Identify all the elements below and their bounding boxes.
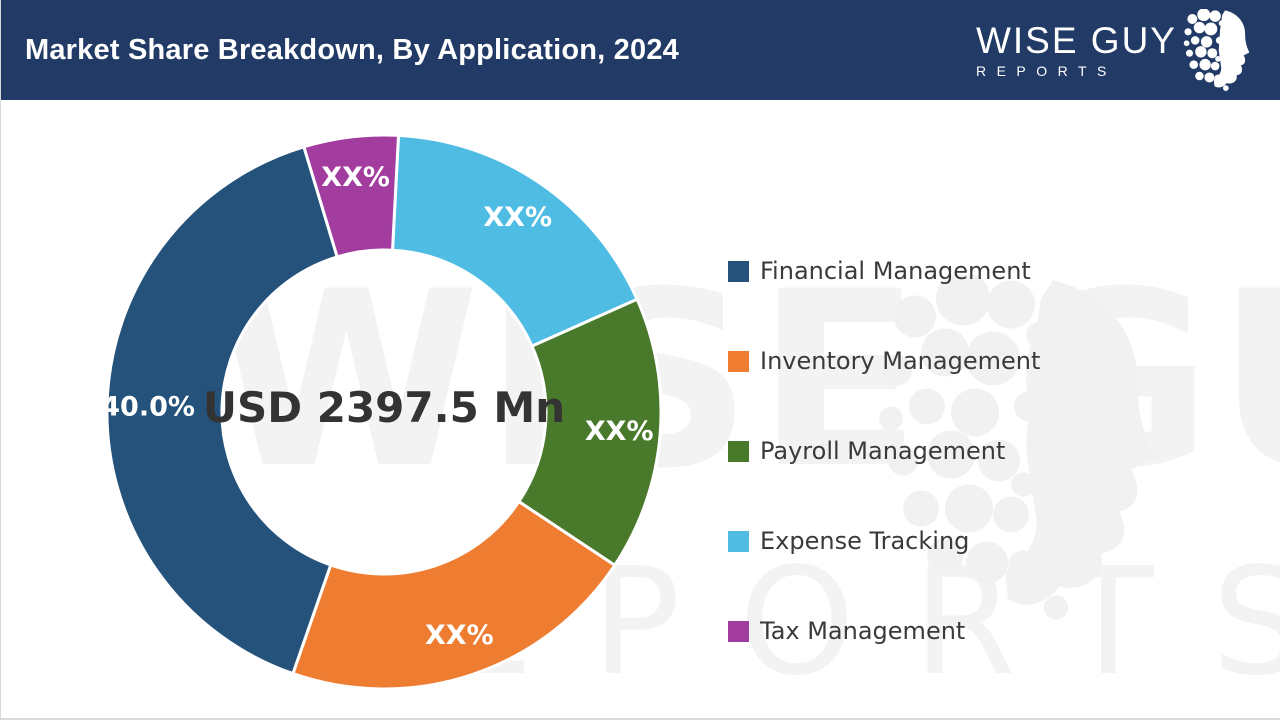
header-bar: Market Share Breakdown, By Application, … xyxy=(1,0,1280,100)
segment-label-tax-management: XX% xyxy=(321,162,390,193)
chart-legend: Financial Management Inventory Management… xyxy=(728,257,1040,707)
legend-item-tax-management: Tax Management xyxy=(728,617,1040,645)
segment-label-inventory-management: XX% xyxy=(425,620,494,651)
donut-segment-payroll-management xyxy=(517,297,663,567)
legend-swatch-financial-management xyxy=(728,260,749,282)
legend-item-inventory-management: Inventory Management xyxy=(728,347,1040,375)
donut-segment-expense-tracking xyxy=(391,133,639,348)
segment-label-expense-tracking: XX% xyxy=(483,202,552,233)
legend-item-expense-tracking: Expense Tracking xyxy=(728,527,1040,555)
donut-segment-financial-management xyxy=(105,145,339,676)
legend-swatch-inventory-management xyxy=(728,350,749,372)
legend-swatch-payroll-management xyxy=(728,440,749,462)
donut-segment-inventory-management xyxy=(291,500,617,691)
logo-face-icon xyxy=(1181,9,1255,91)
segment-label-payroll-management: XX% xyxy=(585,416,654,447)
chart-area: WISE GUY REPORTS XX%XX%XX%40.0%XX% USD 2… xyxy=(1,100,1280,718)
legend-swatch-tax-management xyxy=(728,620,749,642)
legend-swatch-expense-tracking xyxy=(728,530,749,552)
page-title: Market Share Breakdown, By Application, … xyxy=(25,33,679,66)
wise-guy-reports-logo: WISE GUY REPORTS xyxy=(976,9,1255,91)
segment-label-financial-management: 40.0% xyxy=(101,392,195,423)
legend-item-payroll-management: Payroll Management xyxy=(728,437,1040,465)
legend-label-payroll-management: Payroll Management xyxy=(760,437,1006,465)
legend-label-expense-tracking: Expense Tracking xyxy=(760,527,970,555)
donut-segment-tax-management xyxy=(302,133,400,259)
logo-subtitle: REPORTS xyxy=(975,63,1117,79)
donut-center-value: USD 2397.5 Mn xyxy=(202,383,566,432)
legend-label-financial-management: Financial Management xyxy=(760,257,1031,285)
logo-wordmark: WISE GUY xyxy=(975,20,1177,61)
legend-label-tax-management: Tax Management xyxy=(760,617,966,645)
legend-item-financial-management: Financial Management xyxy=(728,257,1040,285)
logo-text: WISE GUY REPORTS xyxy=(976,22,1177,78)
legend-label-inventory-management: Inventory Management xyxy=(760,347,1041,375)
donut-chart: XX% XX% XX% 40.0% XX% xyxy=(101,133,663,691)
